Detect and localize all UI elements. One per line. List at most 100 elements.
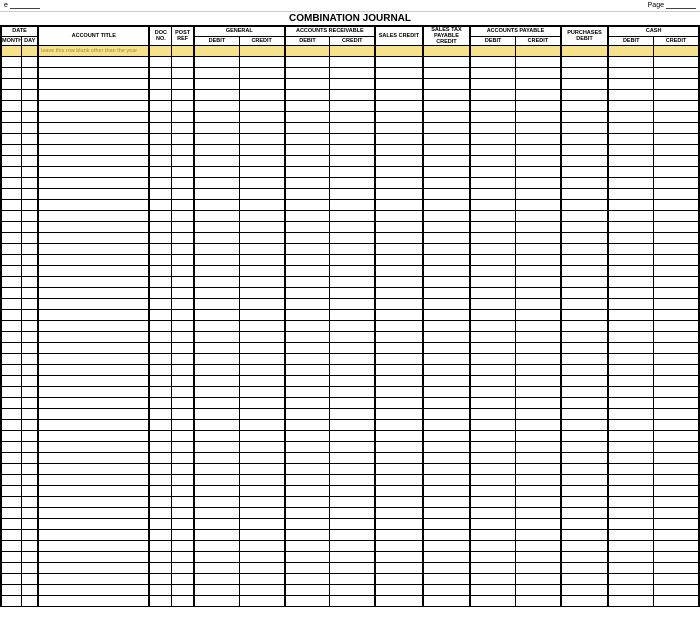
table-cell[interactable] bbox=[608, 244, 653, 255]
table-cell[interactable] bbox=[172, 211, 194, 222]
table-cell[interactable] bbox=[608, 200, 653, 211]
table-cell[interactable] bbox=[239, 189, 284, 200]
table-cell[interactable] bbox=[654, 57, 699, 68]
table-cell[interactable] bbox=[194, 376, 239, 387]
table-cell[interactable] bbox=[561, 332, 609, 343]
table-cell[interactable] bbox=[22, 134, 38, 145]
table-cell[interactable] bbox=[1, 57, 22, 68]
table-cell[interactable] bbox=[330, 156, 375, 167]
table-cell[interactable] bbox=[38, 530, 149, 541]
table-cell[interactable] bbox=[375, 486, 423, 497]
table-cell[interactable] bbox=[375, 57, 423, 68]
table-cell[interactable] bbox=[330, 332, 375, 343]
table-cell[interactable] bbox=[423, 46, 471, 57]
table-cell[interactable] bbox=[285, 299, 330, 310]
table-cell[interactable] bbox=[561, 233, 609, 244]
table-cell[interactable] bbox=[239, 211, 284, 222]
table-cell[interactable] bbox=[149, 79, 171, 90]
table-cell[interactable] bbox=[561, 211, 609, 222]
table-cell[interactable] bbox=[194, 222, 239, 233]
table-cell[interactable] bbox=[561, 189, 609, 200]
table-cell[interactable] bbox=[239, 464, 284, 475]
table-cell[interactable] bbox=[194, 79, 239, 90]
table-cell[interactable] bbox=[654, 332, 699, 343]
table-cell[interactable] bbox=[172, 398, 194, 409]
table-cell[interactable] bbox=[285, 211, 330, 222]
table-cell[interactable] bbox=[423, 519, 471, 530]
table-cell[interactable] bbox=[239, 376, 284, 387]
table-cell[interactable] bbox=[149, 233, 171, 244]
table-cell[interactable] bbox=[330, 552, 375, 563]
table-cell[interactable] bbox=[285, 475, 330, 486]
table-cell[interactable] bbox=[172, 57, 194, 68]
table-cell[interactable] bbox=[330, 497, 375, 508]
table-cell[interactable] bbox=[149, 431, 171, 442]
table-cell[interactable] bbox=[22, 552, 38, 563]
table-cell[interactable] bbox=[561, 167, 609, 178]
table-cell[interactable] bbox=[194, 68, 239, 79]
table-cell[interactable] bbox=[285, 288, 330, 299]
table-cell[interactable] bbox=[38, 409, 149, 420]
table-cell[interactable] bbox=[654, 453, 699, 464]
table-cell[interactable] bbox=[654, 596, 699, 607]
table-cell[interactable] bbox=[38, 299, 149, 310]
table-cell[interactable] bbox=[423, 552, 471, 563]
table-cell[interactable] bbox=[330, 288, 375, 299]
table-cell[interactable] bbox=[561, 266, 609, 277]
table-cell[interactable] bbox=[172, 178, 194, 189]
table-cell[interactable] bbox=[1, 431, 22, 442]
table-cell[interactable] bbox=[561, 299, 609, 310]
table-cell[interactable] bbox=[608, 57, 653, 68]
table-cell[interactable] bbox=[285, 156, 330, 167]
table-cell[interactable] bbox=[654, 123, 699, 134]
table-cell[interactable] bbox=[38, 288, 149, 299]
table-cell[interactable] bbox=[285, 90, 330, 101]
table-cell[interactable] bbox=[38, 266, 149, 277]
table-cell[interactable] bbox=[470, 222, 515, 233]
table-cell[interactable] bbox=[515, 508, 560, 519]
table-cell[interactable] bbox=[22, 574, 38, 585]
table-cell[interactable] bbox=[654, 365, 699, 376]
table-cell[interactable] bbox=[423, 277, 471, 288]
table-cell[interactable] bbox=[38, 585, 149, 596]
table-cell[interactable] bbox=[149, 211, 171, 222]
table-cell[interactable] bbox=[38, 79, 149, 90]
table-cell[interactable] bbox=[194, 189, 239, 200]
table-cell[interactable] bbox=[1, 387, 22, 398]
table-cell[interactable] bbox=[654, 508, 699, 519]
table-cell[interactable] bbox=[608, 530, 653, 541]
table-cell[interactable] bbox=[22, 178, 38, 189]
table-cell[interactable] bbox=[38, 244, 149, 255]
table-cell[interactable] bbox=[330, 244, 375, 255]
table-cell[interactable] bbox=[470, 299, 515, 310]
table-cell[interactable] bbox=[1, 486, 22, 497]
table-cell[interactable] bbox=[285, 409, 330, 420]
table-cell[interactable] bbox=[515, 420, 560, 431]
table-cell[interactable] bbox=[194, 46, 239, 57]
table-cell[interactable] bbox=[172, 596, 194, 607]
table-cell[interactable] bbox=[172, 387, 194, 398]
table-cell[interactable] bbox=[22, 79, 38, 90]
table-cell[interactable] bbox=[38, 376, 149, 387]
table-cell[interactable] bbox=[375, 596, 423, 607]
table-cell[interactable] bbox=[330, 365, 375, 376]
table-cell[interactable] bbox=[375, 156, 423, 167]
table-cell[interactable] bbox=[375, 134, 423, 145]
table-cell[interactable] bbox=[38, 541, 149, 552]
table-cell[interactable] bbox=[608, 596, 653, 607]
table-cell[interactable] bbox=[149, 112, 171, 123]
table-cell[interactable] bbox=[608, 398, 653, 409]
table-cell[interactable] bbox=[423, 233, 471, 244]
table-cell[interactable] bbox=[330, 167, 375, 178]
table-cell[interactable] bbox=[172, 90, 194, 101]
table-cell[interactable] bbox=[38, 387, 149, 398]
table-cell[interactable] bbox=[1, 541, 22, 552]
table-cell[interactable] bbox=[149, 475, 171, 486]
table-cell[interactable] bbox=[470, 57, 515, 68]
table-cell[interactable] bbox=[608, 464, 653, 475]
table-cell[interactable] bbox=[172, 255, 194, 266]
table-cell[interactable] bbox=[285, 255, 330, 266]
table-cell[interactable] bbox=[172, 486, 194, 497]
table-cell[interactable] bbox=[194, 431, 239, 442]
table-cell[interactable] bbox=[561, 376, 609, 387]
